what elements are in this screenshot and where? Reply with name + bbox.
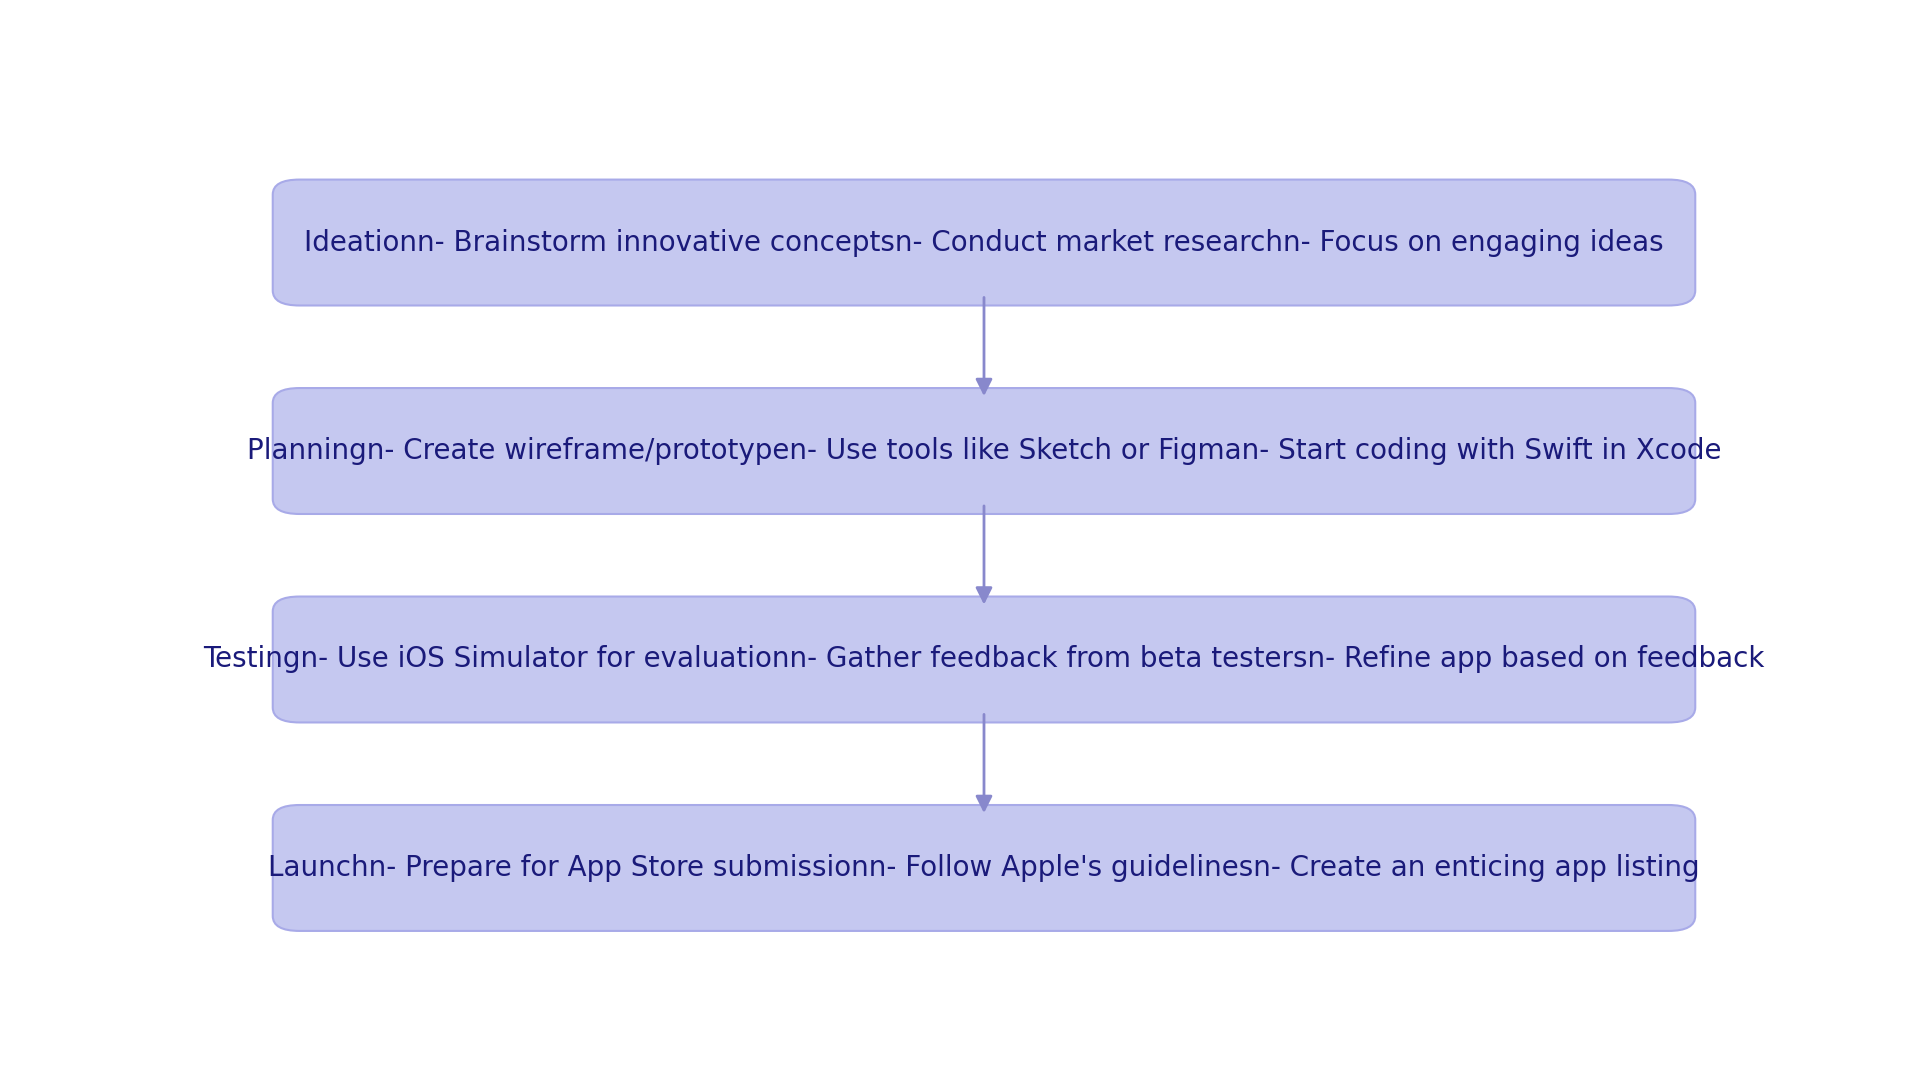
Text: Planningn- Create wireframe/prototypen- Use tools like Sketch or Figman- Start c: Planningn- Create wireframe/prototypen- … — [248, 438, 1720, 465]
FancyBboxPatch shape — [273, 388, 1695, 514]
FancyBboxPatch shape — [273, 180, 1695, 305]
FancyBboxPatch shape — [273, 805, 1695, 931]
FancyBboxPatch shape — [273, 597, 1695, 722]
Text: Ideationn- Brainstorm innovative conceptsn- Conduct market researchn- Focus on e: Ideationn- Brainstorm innovative concept… — [303, 229, 1665, 257]
Text: Testingn- Use iOS Simulator for evaluationn- Gather feedback from beta testersn-: Testingn- Use iOS Simulator for evaluati… — [204, 645, 1764, 674]
Text: Launchn- Prepare for App Store submissionn- Follow Apple's guidelinesn- Create a: Launchn- Prepare for App Store submissio… — [269, 854, 1699, 882]
